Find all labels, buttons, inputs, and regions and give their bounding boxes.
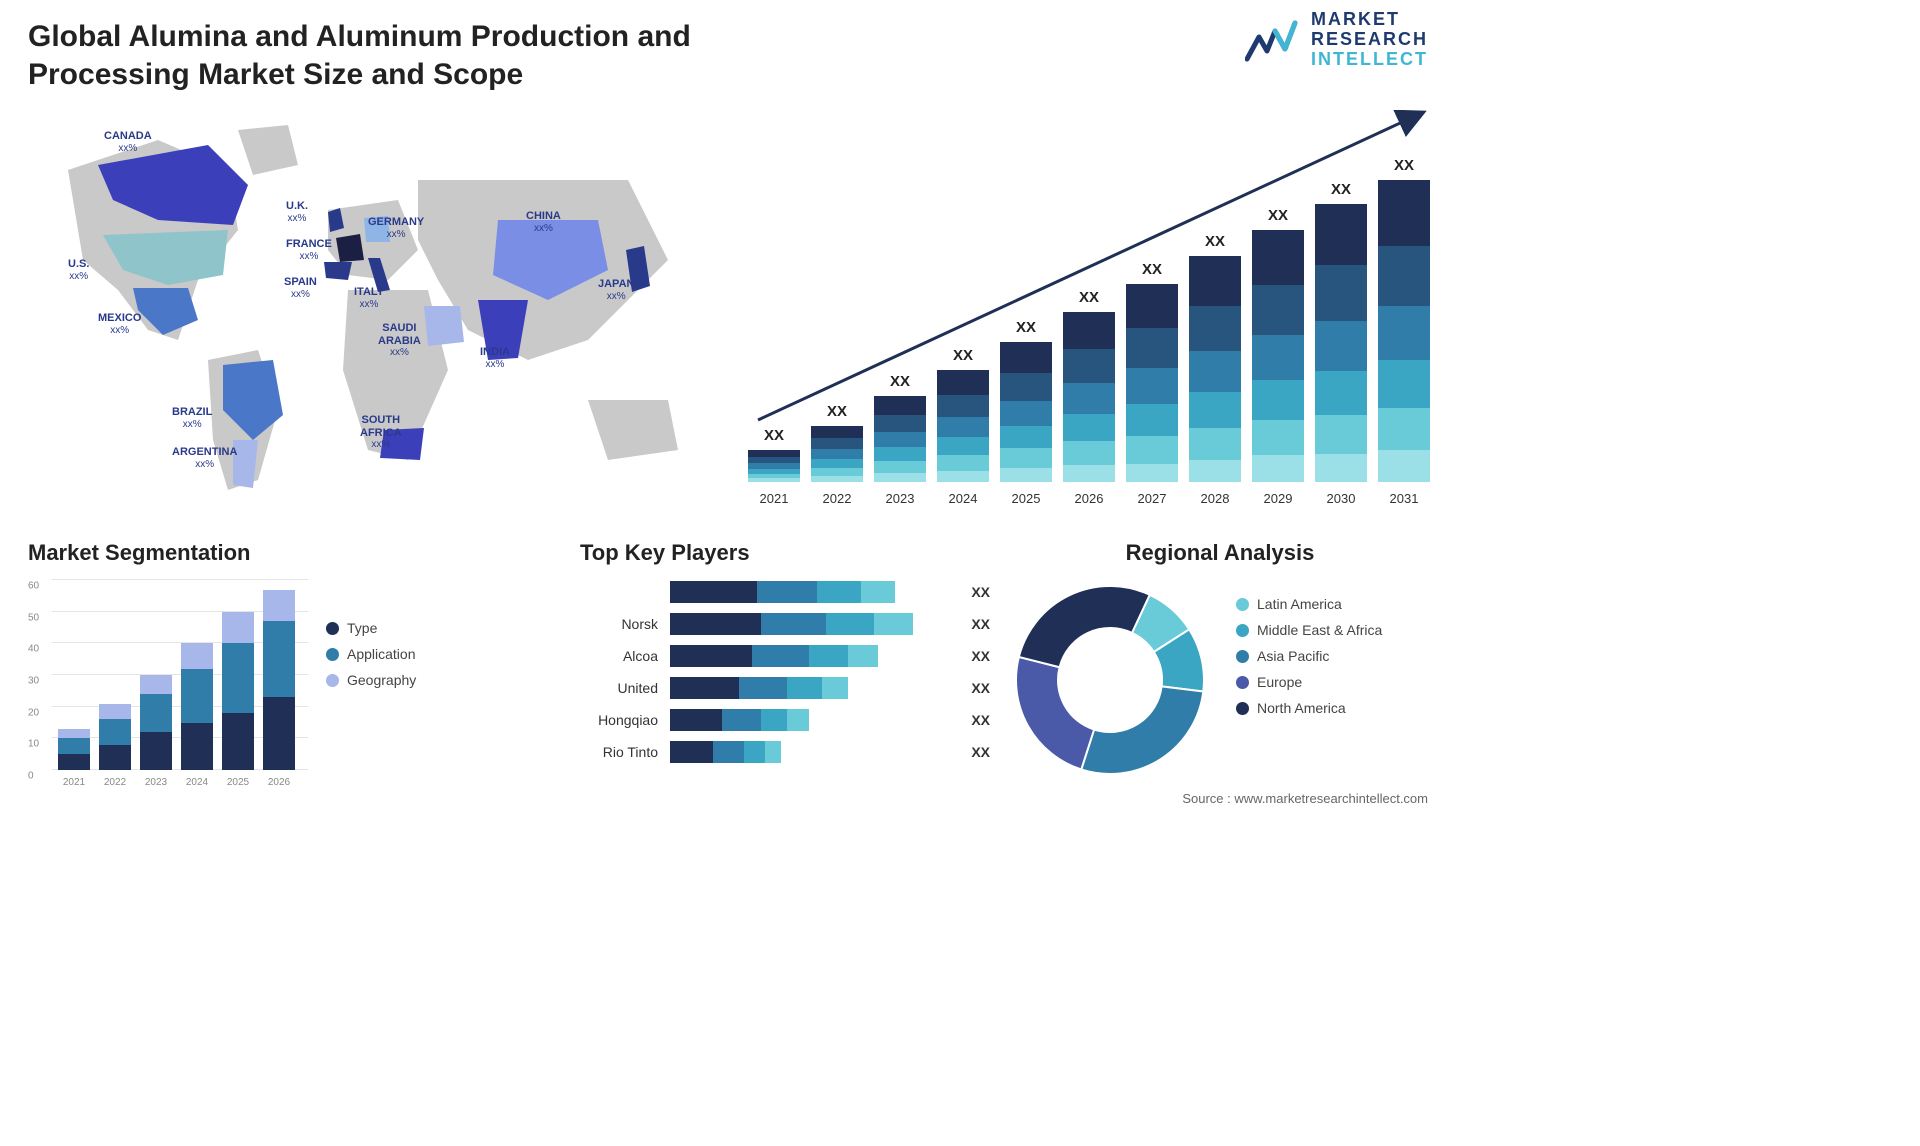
growth-year-label: 2025 [1000,491,1052,506]
brand-logo: MARKET RESEARCH INTELLECT [1245,10,1428,69]
growth-value-label: XX [811,403,863,420]
growth-chart: 2021 XX 2022 XX 2023 XX 2024 XX 2025 XX 2026 XX 2027… [738,110,1428,510]
growth-value-label: XX [1315,181,1367,198]
growth-value-label: XX [1189,233,1241,250]
growth-chart-panel: 2021 XX 2022 XX 2023 XX 2024 XX 2025 XX 2026 XX 2027… [738,110,1428,510]
growth-value-label: XX [1063,289,1115,306]
growth-year-label: 2030 [1315,491,1367,506]
player-value: XX [971,584,990,600]
player-value: XX [971,680,990,696]
legend-item: Middle East & Africa [1236,622,1382,638]
map-country-label: CHINAxx% [526,210,561,234]
seg-year-label: 2022 [99,777,131,788]
growth-year-label: 2029 [1252,491,1304,506]
growth-value-label: XX [937,347,989,364]
player-row: Rio Tinto XX [580,740,990,764]
player-name: Hongqiao [580,712,670,728]
players-chart: XXNorskXXAlcoaXXUnitedXXHongqiaoXXRio Ti… [580,580,990,790]
player-name: Norsk [580,616,670,632]
seg-year-label: 2026 [263,777,295,788]
player-name: Rio Tinto [580,744,670,760]
player-row: Norsk XX [580,612,990,636]
logo-text: MARKET RESEARCH INTELLECT [1311,10,1428,69]
player-value: XX [971,744,990,760]
player-name: United [580,680,670,696]
logo-line3: INTELLECT [1311,50,1428,70]
map-country-label: CANADAxx% [104,130,152,154]
segmentation-title: Market Segmentation [28,540,458,566]
growth-value-label: XX [1126,261,1178,278]
map-country-label: SPAINxx% [284,276,317,300]
logo-mark-icon [1245,15,1301,65]
segmentation-chart: 0102030405060202120222023202420252026 [28,580,308,790]
legend-item: Geography [326,672,416,688]
segmentation-panel: Market Segmentation 01020304050602021202… [28,540,458,790]
growth-value-label: XX [748,427,800,444]
growth-year-label: 2023 [874,491,926,506]
growth-year-label: 2021 [748,491,800,506]
map-country-label: INDIAxx% [480,346,510,370]
map-country-label: ARGENTINAxx% [172,446,237,470]
regional-donut [1010,580,1210,780]
map-country-label: SAUDIARABIAxx% [378,322,421,359]
segmentation-legend: Type Application Geography [326,610,416,698]
legend-item: North America [1236,700,1382,716]
growth-year-label: 2028 [1189,491,1241,506]
growth-value-label: XX [1252,207,1304,224]
source-attribution: Source : www.marketresearchintellect.com [1182,791,1428,806]
logo-line1: MARKET [1311,10,1428,30]
map-country-label: U.K.xx% [286,200,308,224]
growth-year-label: 2026 [1063,491,1115,506]
legend-item: Latin America [1236,596,1382,612]
players-panel: Top Key Players XX Norsk XX Alcoa XX United XX… [580,540,990,790]
legend-item: Application [326,646,416,662]
map-country-label: U.S.xx% [68,258,89,282]
map-country-label: JAPANxx% [598,278,634,302]
legend-item: Asia Pacific [1236,648,1382,664]
page-title: Global Alumina and Aluminum Production a… [28,18,808,93]
map-country-label: FRANCExx% [286,238,332,262]
player-row: Hongqiao XX [580,708,990,732]
player-row: Alcoa XX [580,644,990,668]
map-country-label: BRAZILxx% [172,406,212,430]
growth-value-label: XX [874,373,926,390]
growth-year-label: 2024 [937,491,989,506]
player-name: Alcoa [580,648,670,664]
map-country-label: ITALYxx% [354,286,384,310]
growth-value-label: XX [1000,319,1052,336]
regional-panel: Regional Analysis Latin America Middle Ea… [1010,540,1430,790]
growth-year-label: 2031 [1378,491,1430,506]
map-country-label: SOUTHAFRICAxx% [360,414,402,451]
seg-year-label: 2023 [140,777,172,788]
seg-year-label: 2024 [181,777,213,788]
players-title: Top Key Players [580,540,990,566]
legend-item: Europe [1236,674,1382,690]
player-value: XX [971,616,990,632]
growth-value-label: XX [1378,157,1430,174]
map-country-label: MEXICOxx% [98,312,141,336]
regional-title: Regional Analysis [1010,540,1430,566]
logo-line2: RESEARCH [1311,30,1428,50]
player-value: XX [971,712,990,728]
player-value: XX [971,648,990,664]
map-country-label: GERMANYxx% [368,216,424,240]
growth-year-label: 2022 [811,491,863,506]
seg-year-label: 2021 [58,777,90,788]
player-row: XX [580,580,990,604]
player-row: United XX [580,676,990,700]
regional-legend: Latin America Middle East & Africa Asia Pa… [1236,586,1382,726]
seg-year-label: 2025 [222,777,254,788]
world-map-panel: CANADAxx% U.S.xx% MEXICOxx% BRAZILxx% ARGENT… [28,110,698,510]
legend-item: Type [326,620,416,636]
growth-year-label: 2027 [1126,491,1178,506]
